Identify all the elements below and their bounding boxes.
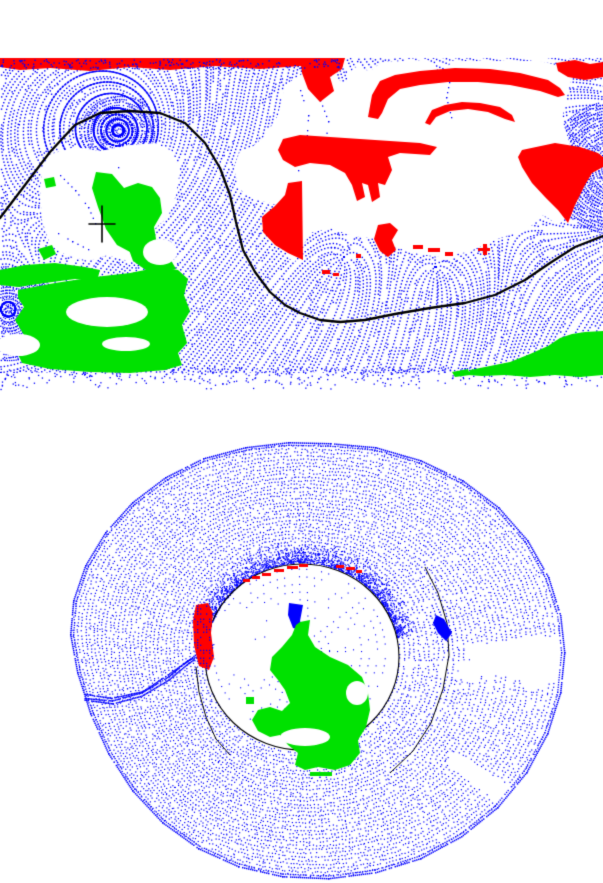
sphere-projection-panel — [0, 435, 603, 883]
equirect-map-panel — [0, 55, 603, 393]
